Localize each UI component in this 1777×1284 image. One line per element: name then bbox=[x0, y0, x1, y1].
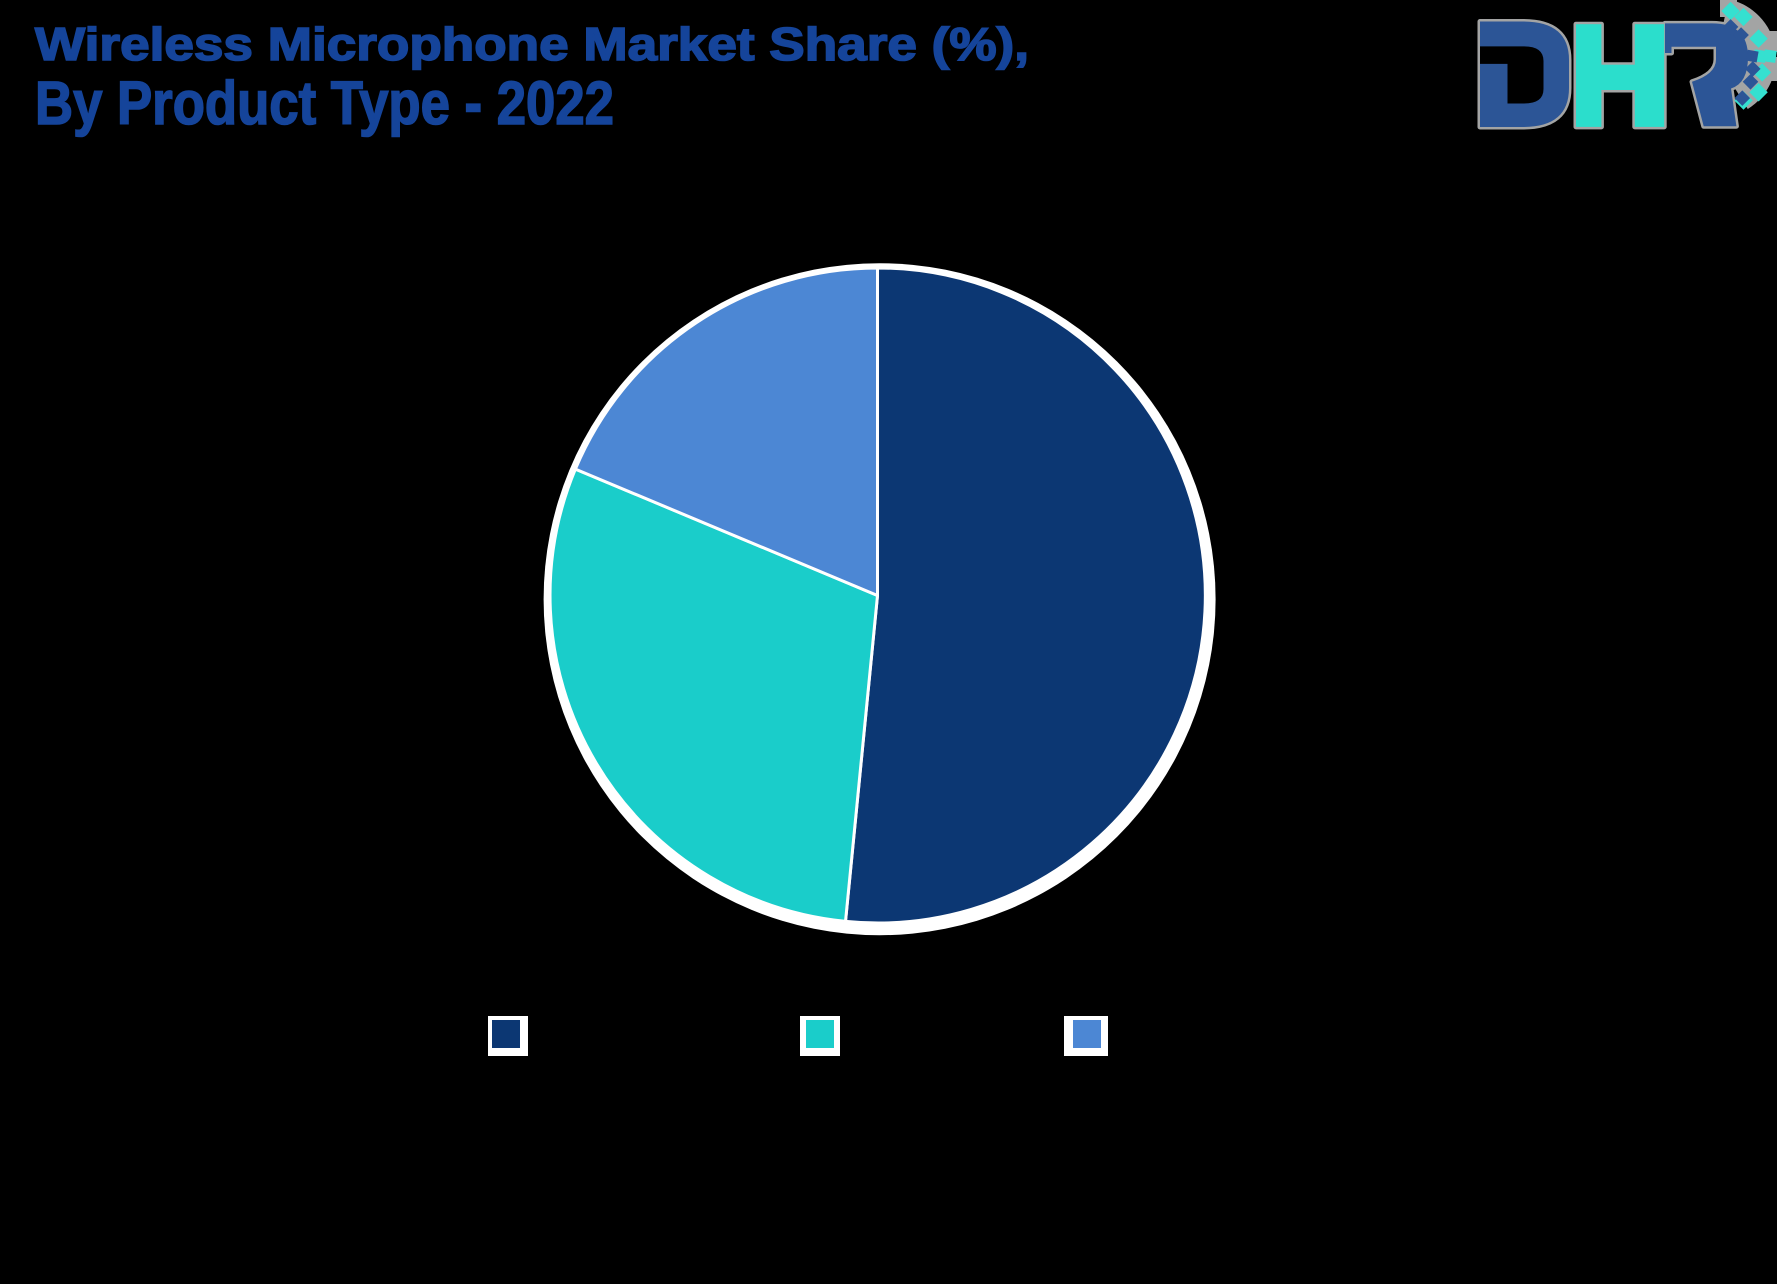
svg-text:Wireless Microphone Market Sha: Wireless Microphone Market Share (%), bbox=[35, 18, 1029, 70]
svg-text:By Product Type - 2022: By Product Type - 2022 bbox=[35, 69, 614, 137]
